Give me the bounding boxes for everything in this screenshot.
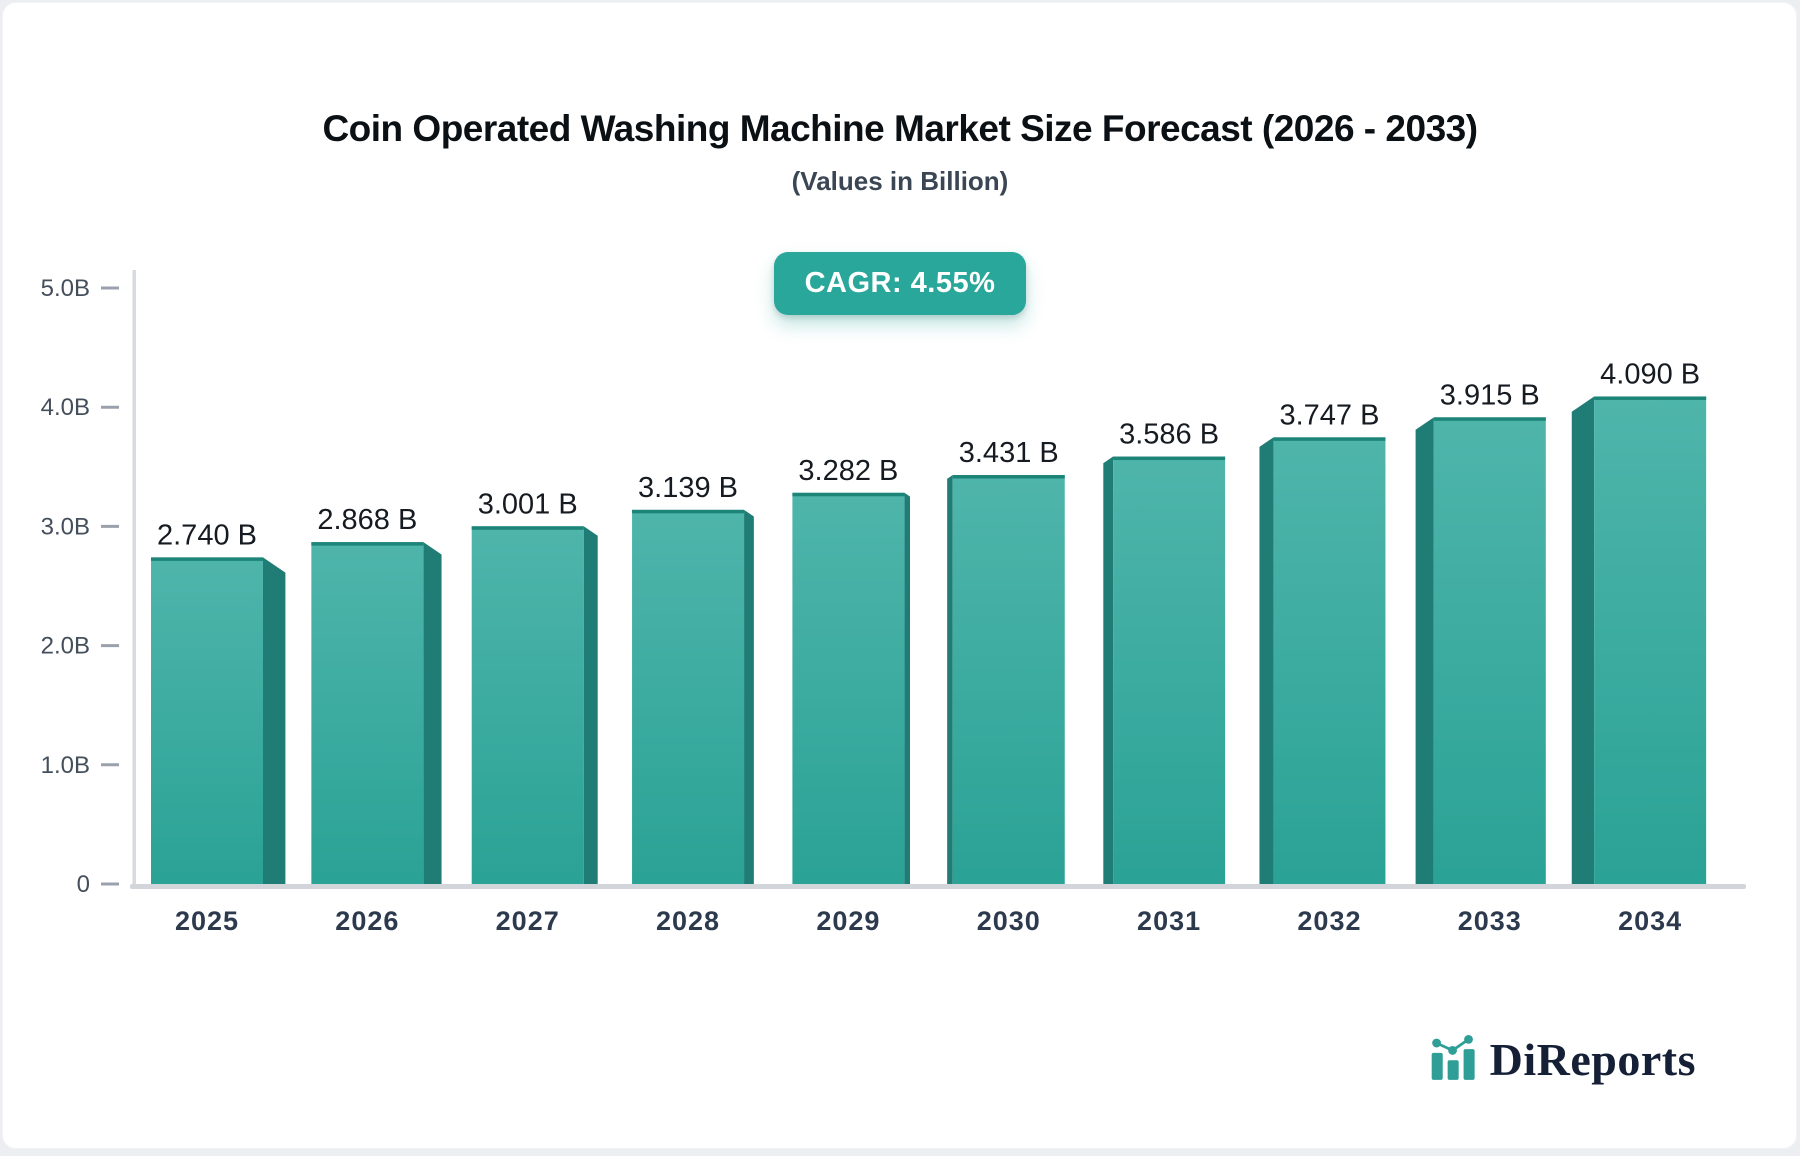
x-tick-label-2030: 2030 [977,906,1041,936]
bar-top-edge-2028 [632,509,745,514]
bar-side-2029 [904,492,910,884]
bar-value-label-2025: 2.740 B [157,519,257,551]
bar-2032 [1273,437,1386,884]
bar-value-label-2029: 3.282 B [798,455,898,487]
x-tick-label-2033: 2033 [1458,906,1522,936]
bar-value-label-2031: 3.586 B [1119,419,1219,451]
x-tick-label-2026: 2026 [335,906,399,936]
chart-title: Coin Operated Washing Machine Market Siz… [322,108,1478,149]
bar-value-label-2027: 3.001 B [478,488,578,520]
bar-2027 [471,526,584,884]
bar-top-edge-2025 [151,557,263,561]
chart-subtitle: (Values in Billion) [791,166,1009,196]
bar-top-edge-2031 [1113,456,1226,461]
y-tick-label: 0 [77,871,90,898]
y-tick-label: 5.0B [41,275,90,302]
bar-value-label-2028: 3.139 B [638,472,738,504]
bar-side-2025 [263,557,286,884]
y-tick-label: 4.0B [41,394,90,421]
bar-side-2033 [1415,417,1434,884]
x-tick-label-2031: 2031 [1137,906,1201,936]
direports-logo-icon [1431,1034,1475,1080]
bar-top-edge-2027 [471,526,584,530]
x-tick-label-2028: 2028 [656,906,720,936]
bar-top-edge-2029 [792,492,905,497]
direports-logo: DiReports [1428,1032,1696,1086]
x-tick-label-2027: 2027 [496,906,560,936]
bar-2028 [632,509,745,884]
bar-2026 [311,542,424,884]
bar-value-label-2030: 3.431 B [959,437,1059,469]
bar-top-edge-2032 [1273,437,1386,441]
bar-2031 [1113,456,1226,884]
bar-2029 [792,492,905,884]
bar-2034 [1594,396,1707,884]
cagr-badge: CAGR: 4.55% [773,252,1027,315]
bar-value-label-2026: 2.868 B [317,504,417,536]
bar-side-2030 [947,475,953,884]
direports-logo-text: DiReports [1489,1033,1696,1085]
bar-2025 [151,557,263,884]
bar-top-edge-2030 [952,475,1065,479]
bar-value-label-2033: 3.915 B [1440,379,1540,411]
x-tick-label-2032: 2032 [1297,906,1361,936]
bar-side-2026 [423,542,442,884]
bar-side-2032 [1259,437,1274,884]
bar-2030 [952,475,1065,884]
bar-side-2027 [583,526,598,884]
bar-top-edge-2033 [1433,417,1546,421]
x-tick-label-2034: 2034 [1618,906,1682,936]
x-axis-line [130,884,1746,889]
y-tick-label: 3.0B [41,513,90,540]
bar-value-label-2034: 4.090 B [1600,358,1700,390]
bar-side-2028 [744,509,754,884]
y-tick-label: 2.0B [41,633,90,660]
bar-side-2034 [1571,396,1595,884]
chart-header: Coin Operated Washing Machine Market Siz… [0,0,1800,315]
bar-top-edge-2026 [311,542,424,546]
bar-top-edge-2034 [1594,396,1707,400]
bar-side-2031 [1103,456,1114,884]
x-tick-label-2029: 2029 [816,906,880,936]
y-axis-line [132,270,136,884]
bar-value-label-2032: 3.747 B [1279,399,1379,431]
x-tick-label-2025: 2025 [175,906,239,936]
y-tick-label: 1.0B [41,752,90,779]
bar-2033 [1433,417,1546,884]
